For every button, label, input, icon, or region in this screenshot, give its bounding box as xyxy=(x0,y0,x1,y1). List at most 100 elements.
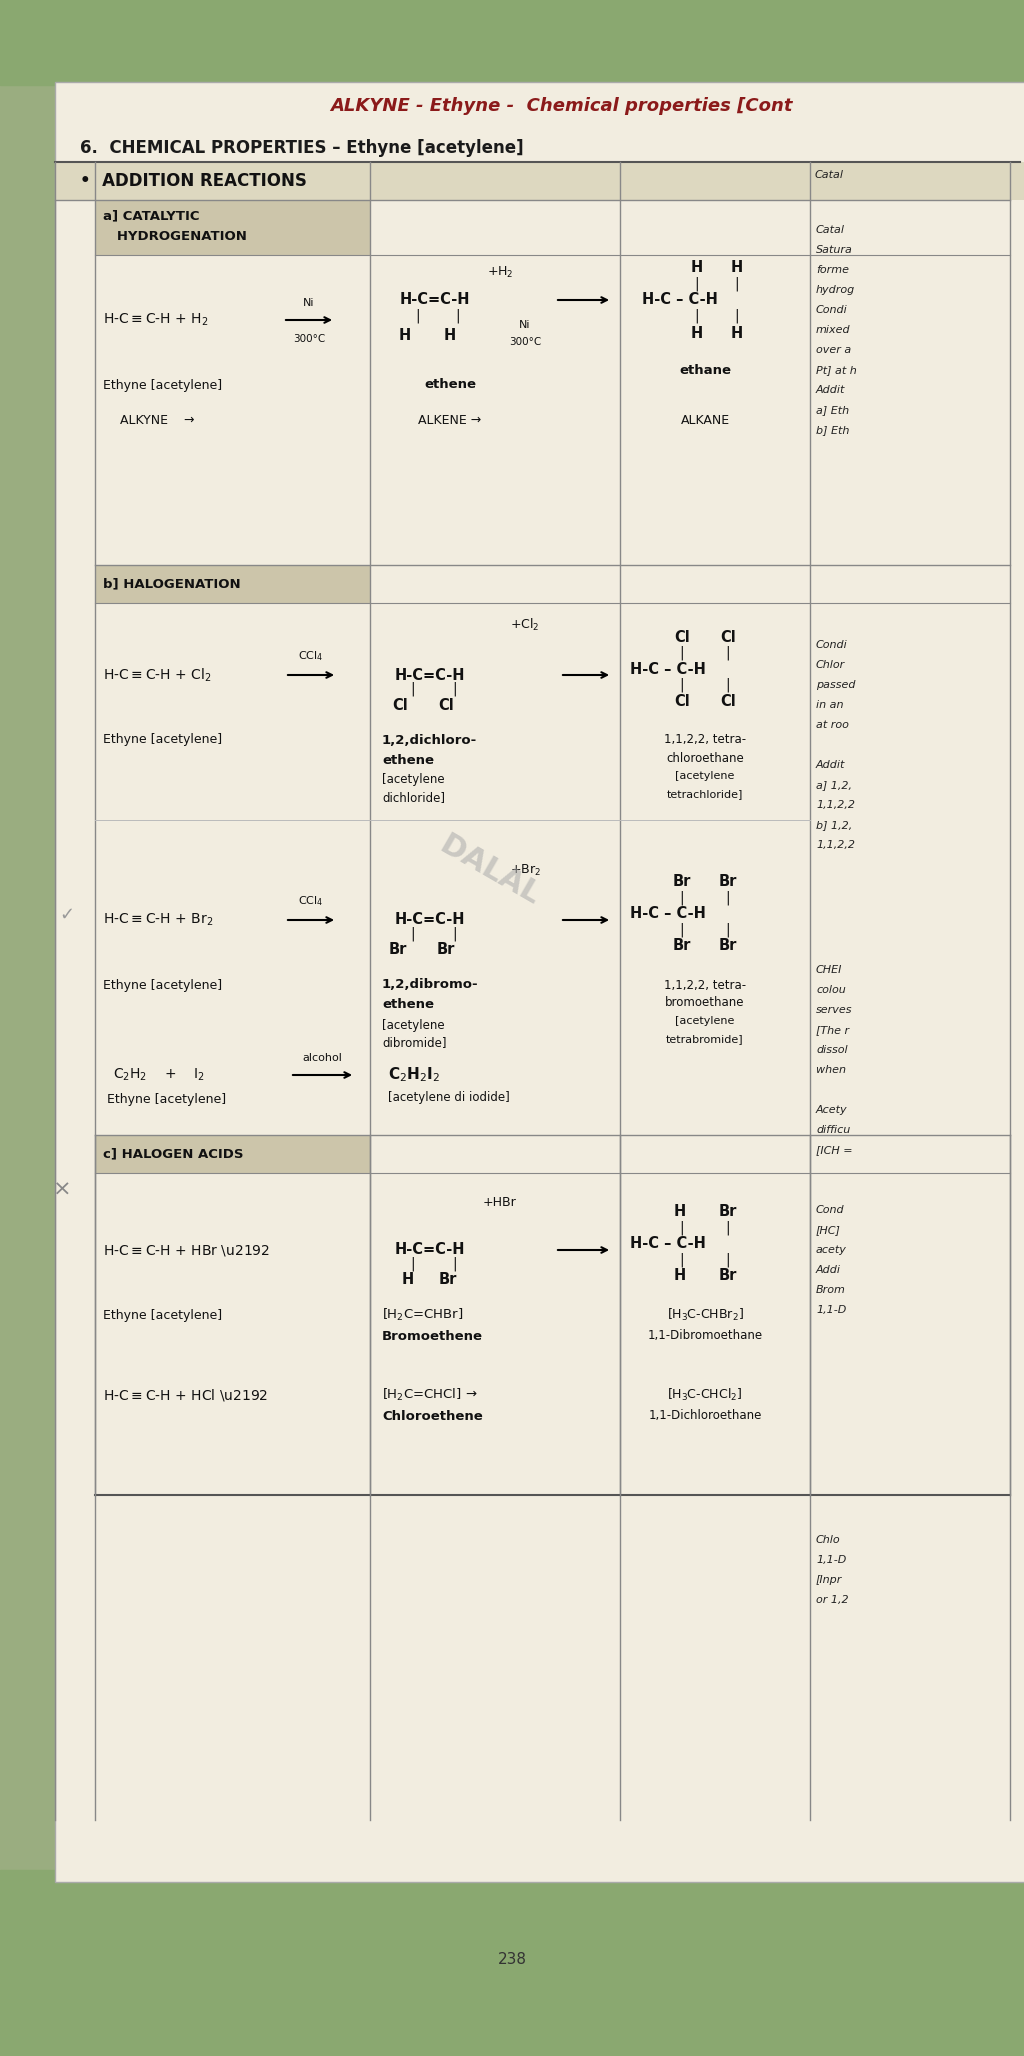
Text: chloroethane: chloroethane xyxy=(667,752,743,765)
Text: [ICH =: [ICH = xyxy=(816,1145,853,1155)
Text: |: | xyxy=(456,308,461,323)
Text: |: | xyxy=(411,1256,416,1271)
Text: |: | xyxy=(734,278,739,292)
Text: 1,1-Dibromoethane: 1,1-Dibromoethane xyxy=(647,1328,763,1341)
Text: DALAL: DALAL xyxy=(434,831,546,911)
Text: |: | xyxy=(411,927,416,942)
Text: Cl: Cl xyxy=(720,693,736,709)
Text: Chlor: Chlor xyxy=(816,660,845,670)
Text: a] 1,2,: a] 1,2, xyxy=(816,779,852,790)
Text: Catal: Catal xyxy=(815,171,844,181)
Text: 1,2,dichloro-: 1,2,dichloro- xyxy=(382,734,477,746)
Text: |: | xyxy=(726,1252,730,1266)
Text: Satura: Satura xyxy=(816,245,853,255)
Text: ALKYNE - Ethyne -  Chemical properties [Cont: ALKYNE - Ethyne - Chemical properties [C… xyxy=(330,97,793,115)
Text: [H$_2$C=CHCl] →: [H$_2$C=CHCl] → xyxy=(382,1388,477,1402)
Text: |: | xyxy=(453,683,458,697)
Text: passed: passed xyxy=(816,681,855,691)
Text: |: | xyxy=(453,927,458,942)
Text: tetrabromide]: tetrabromide] xyxy=(667,1034,743,1044)
Text: 1,2,dibromo-: 1,2,dibromo- xyxy=(382,979,478,991)
Text: tetrachloride]: tetrachloride] xyxy=(667,790,743,800)
Text: Ni: Ni xyxy=(303,298,314,308)
Text: Ethyne [acetylene]: Ethyne [acetylene] xyxy=(106,1094,226,1106)
Text: Addit: Addit xyxy=(816,761,846,771)
Text: H-C=C-H: H-C=C-H xyxy=(400,292,470,308)
Text: in an: in an xyxy=(816,699,844,709)
Text: ethene: ethene xyxy=(424,378,476,391)
Text: H-C – C-H: H-C – C-H xyxy=(630,662,706,676)
Text: when: when xyxy=(816,1065,850,1075)
Text: Brom: Brom xyxy=(816,1285,846,1295)
Bar xyxy=(0,0,1024,84)
Text: 300°C: 300°C xyxy=(293,333,326,343)
Text: |: | xyxy=(734,308,739,323)
Bar xyxy=(55,162,1024,199)
Text: Chlo: Chlo xyxy=(816,1536,841,1544)
Text: Br: Br xyxy=(719,874,737,890)
Text: [acetylene: [acetylene xyxy=(675,1016,734,1026)
Text: serves: serves xyxy=(816,1005,853,1016)
Text: dichloride]: dichloride] xyxy=(382,792,445,804)
Text: b] 1,2,: b] 1,2, xyxy=(816,820,852,831)
Text: Ethyne [acetylene]: Ethyne [acetylene] xyxy=(103,1308,222,1322)
Text: at roo: at roo xyxy=(816,720,849,730)
Text: Acety: Acety xyxy=(816,1104,848,1114)
Text: C$_2$H$_2$I$_2$: C$_2$H$_2$I$_2$ xyxy=(388,1065,440,1084)
Text: ALKENE →: ALKENE → xyxy=(419,413,481,426)
Text: 1,1,2,2: 1,1,2,2 xyxy=(816,841,855,849)
Text: H-C$\equiv$C-H + H$_2$: H-C$\equiv$C-H + H$_2$ xyxy=(103,313,209,329)
Text: Chloroethene: Chloroethene xyxy=(382,1410,482,1423)
Text: Addit: Addit xyxy=(816,384,846,395)
Text: Br: Br xyxy=(439,1273,457,1287)
Text: dissol: dissol xyxy=(816,1044,848,1055)
Text: Ethyne [acetylene]: Ethyne [acetylene] xyxy=(103,979,222,991)
Text: Ethyne [acetylene]: Ethyne [acetylene] xyxy=(103,734,222,746)
Text: colou: colou xyxy=(816,985,846,995)
Text: acety: acety xyxy=(816,1246,847,1254)
Text: |: | xyxy=(680,646,684,660)
Text: |: | xyxy=(726,890,730,905)
Text: +HBr: +HBr xyxy=(483,1195,517,1209)
Text: |: | xyxy=(680,1221,684,1236)
Text: CHEI: CHEI xyxy=(816,964,843,975)
Text: Br: Br xyxy=(719,1269,737,1283)
Text: bromoethane: bromoethane xyxy=(666,997,744,1009)
Text: +Br$_2$: +Br$_2$ xyxy=(510,861,541,878)
Text: [H$_3$C-CHCl$_2$]: [H$_3$C-CHCl$_2$] xyxy=(668,1388,742,1402)
Text: H: H xyxy=(731,261,743,276)
Text: |: | xyxy=(416,308,420,323)
Text: H: H xyxy=(674,1269,686,1283)
Text: H-C=C-H: H-C=C-H xyxy=(395,913,466,927)
Text: H-C=C-H: H-C=C-H xyxy=(395,668,466,683)
Text: |: | xyxy=(694,278,699,292)
Text: Pt] at h: Pt] at h xyxy=(816,366,857,374)
Text: Addi: Addi xyxy=(816,1264,841,1275)
Text: ✓: ✓ xyxy=(59,907,75,923)
Text: ALKANE: ALKANE xyxy=(680,413,729,426)
Text: difficu: difficu xyxy=(816,1125,850,1135)
Text: H: H xyxy=(443,327,456,343)
Text: Cl: Cl xyxy=(674,693,690,709)
Text: Cl: Cl xyxy=(392,697,408,713)
Text: c] HALOGEN ACIDS: c] HALOGEN ACIDS xyxy=(103,1147,244,1160)
Text: Bromoethene: Bromoethene xyxy=(382,1330,483,1343)
Text: H-C=C-H: H-C=C-H xyxy=(395,1242,466,1258)
Bar xyxy=(95,565,370,602)
Text: b] Eth: b] Eth xyxy=(816,426,849,436)
Text: [acetylene: [acetylene xyxy=(675,771,734,781)
Text: H-C – C-H: H-C – C-H xyxy=(630,1236,706,1252)
Text: [The r: [The r xyxy=(816,1026,849,1034)
Text: Ni: Ni xyxy=(519,321,530,331)
Text: H-C – C-H: H-C – C-H xyxy=(642,292,718,308)
Text: forme: forme xyxy=(816,265,849,276)
Text: •  ADDITION REACTIONS: • ADDITION REACTIONS xyxy=(80,173,307,189)
Text: H: H xyxy=(401,1273,414,1287)
Text: [HC]: [HC] xyxy=(816,1225,841,1236)
Text: a] CATALYTIC: a] CATALYTIC xyxy=(103,210,200,222)
Text: ethane: ethane xyxy=(679,364,731,376)
Text: [Inpr: [Inpr xyxy=(816,1575,843,1585)
Text: H-C$\equiv$C-H + HCl \u2192: H-C$\equiv$C-H + HCl \u2192 xyxy=(103,1388,268,1402)
Text: CCl$_4$: CCl$_4$ xyxy=(298,894,324,909)
Text: [H$_2$C=CHBr]: [H$_2$C=CHBr] xyxy=(382,1308,464,1324)
